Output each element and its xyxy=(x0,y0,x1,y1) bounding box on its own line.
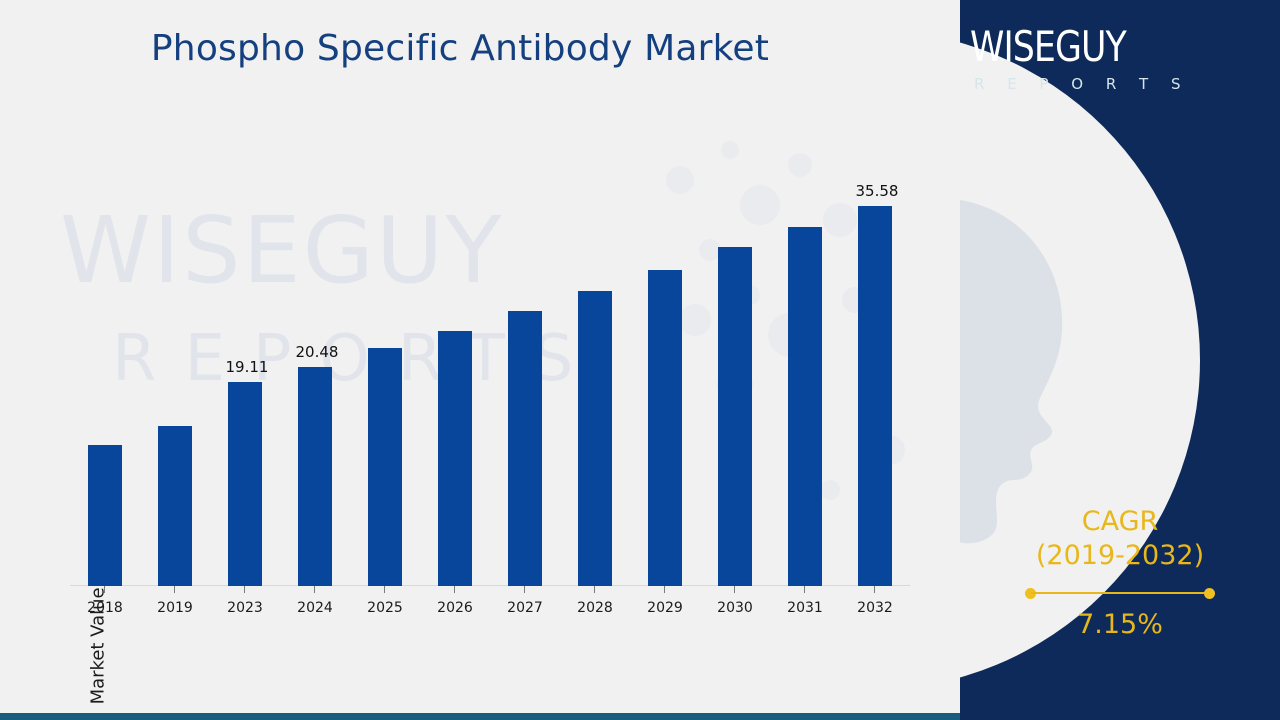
x-tick-2027 xyxy=(524,586,525,593)
cagr-block: CAGR (2019-2032) 7.15% xyxy=(960,505,1280,640)
axis-baseline xyxy=(70,585,910,586)
brand-logo: WISEGUY R E P O R T S xyxy=(970,22,1200,94)
bar-2032[interactable] xyxy=(858,206,892,586)
bar-slot-2019: 2019 xyxy=(140,180,210,616)
x-tick-2019 xyxy=(174,586,175,593)
x-tick-2023 xyxy=(244,586,245,593)
bar-slot-2027: 2027 xyxy=(490,180,560,616)
bar-slot-2025: 2025 xyxy=(350,180,420,616)
x-tick-2028 xyxy=(594,586,595,593)
x-tick-2032 xyxy=(874,586,875,593)
bar-slot-2030: 2030 xyxy=(700,180,770,616)
cagr-label: CAGR xyxy=(1081,506,1159,537)
bottom-accent-bar xyxy=(0,713,960,720)
x-label-2019: 2019 xyxy=(157,600,193,616)
bar-2031[interactable] xyxy=(788,227,822,586)
bar-slot-2032: 35.58 2032 xyxy=(840,180,910,616)
x-label-2028: 2028 xyxy=(577,600,613,616)
bar-2023[interactable] xyxy=(228,382,262,586)
brand-logo-tagline: R E P O R T S xyxy=(974,75,1190,93)
x-label-2027: 2027 xyxy=(507,600,543,616)
bar-2026[interactable] xyxy=(438,331,472,586)
bar-value-2024: 20.48 xyxy=(295,343,339,361)
x-label-2026: 2026 xyxy=(437,600,473,616)
bar-slot-2024: 20.48 2024 xyxy=(280,180,350,616)
bar-2024[interactable] xyxy=(298,367,332,586)
bar-2019[interactable] xyxy=(158,426,192,586)
bar-slot-2018: 2018 xyxy=(70,180,140,616)
x-label-2024: 2024 xyxy=(297,600,333,616)
bar-2018[interactable] xyxy=(88,445,122,586)
bar-2030[interactable] xyxy=(718,247,752,586)
x-label-2030: 2030 xyxy=(717,600,753,616)
bar-2027[interactable] xyxy=(508,311,542,586)
x-tick-2029 xyxy=(664,586,665,593)
x-tick-2025 xyxy=(384,586,385,593)
chart-panel: Phospho Specific Antibody Market WISEGUY… xyxy=(0,28,960,720)
cagr-period: (2019-2032) xyxy=(1035,539,1205,571)
x-label-2029: 2029 xyxy=(647,600,683,616)
bar-2028[interactable] xyxy=(578,291,612,586)
bar-2025[interactable] xyxy=(368,348,402,586)
x-tick-2018 xyxy=(104,586,105,593)
bar-slot-2023: 19.11 2023 xyxy=(210,180,280,616)
x-tick-2030 xyxy=(734,586,735,593)
bar-slot-2028: 2028 xyxy=(560,180,630,616)
x-label-2018: 2018 xyxy=(87,600,123,616)
brand-logo-name: WISEGUY xyxy=(970,22,1127,71)
bar-slot-2026: 2026 xyxy=(420,180,490,616)
brand-panel: WISEGUY R E P O R T S CAGR (2019-2032) 7… xyxy=(960,0,1280,720)
x-tick-2026 xyxy=(454,586,455,593)
x-label-2032: 2032 xyxy=(857,600,893,616)
x-label-2025: 2025 xyxy=(367,600,403,616)
bar-chart-plot: Market Value in USD Billion 2018 2019 19… xyxy=(70,180,910,704)
x-label-2023: 2023 xyxy=(227,600,263,616)
cagr-divider-dot-left xyxy=(1025,587,1036,599)
x-label-2031: 2031 xyxy=(787,600,823,616)
x-tick-2031 xyxy=(804,586,805,593)
head-circle-decoration-icon xyxy=(960,42,1200,678)
bar-slot-2029: 2029 xyxy=(630,180,700,616)
bar-value-2032: 35.58 xyxy=(855,182,899,200)
cagr-divider-line xyxy=(1031,591,1209,594)
cagr-value: 7.15% xyxy=(1077,608,1163,640)
bar-value-2023: 19.11 xyxy=(225,358,269,376)
cagr-divider xyxy=(1025,587,1215,599)
cagr-divider-dot-right xyxy=(1204,587,1215,599)
page-title: Phospho Specific Antibody Market xyxy=(150,28,770,69)
bar-2029[interactable] xyxy=(648,270,682,586)
bar-slot-2031: 2031 xyxy=(770,180,840,616)
x-tick-2024 xyxy=(314,586,315,593)
